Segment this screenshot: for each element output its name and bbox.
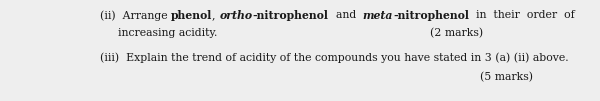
Text: (iii)  Explain the trend of acidity of the compounds you have stated in 3 (a) (i: (iii) Explain the trend of acidity of th…	[100, 52, 569, 63]
Text: (2 marks): (2 marks)	[430, 28, 483, 38]
Text: in  their  order  of: in their order of	[469, 10, 575, 20]
Text: and: and	[329, 10, 363, 20]
Text: phenol: phenol	[171, 10, 212, 21]
Text: increasing acidity.: increasing acidity.	[118, 28, 217, 38]
Text: ,: ,	[212, 10, 220, 20]
Text: -nitrophenol: -nitrophenol	[253, 10, 329, 21]
Text: -nitrophenol: -nitrophenol	[393, 10, 469, 21]
Text: (5 marks): (5 marks)	[480, 72, 533, 82]
Text: meta: meta	[363, 10, 393, 21]
Text: (ii)  Arrange: (ii) Arrange	[100, 10, 171, 21]
Text: ortho: ortho	[220, 10, 253, 21]
